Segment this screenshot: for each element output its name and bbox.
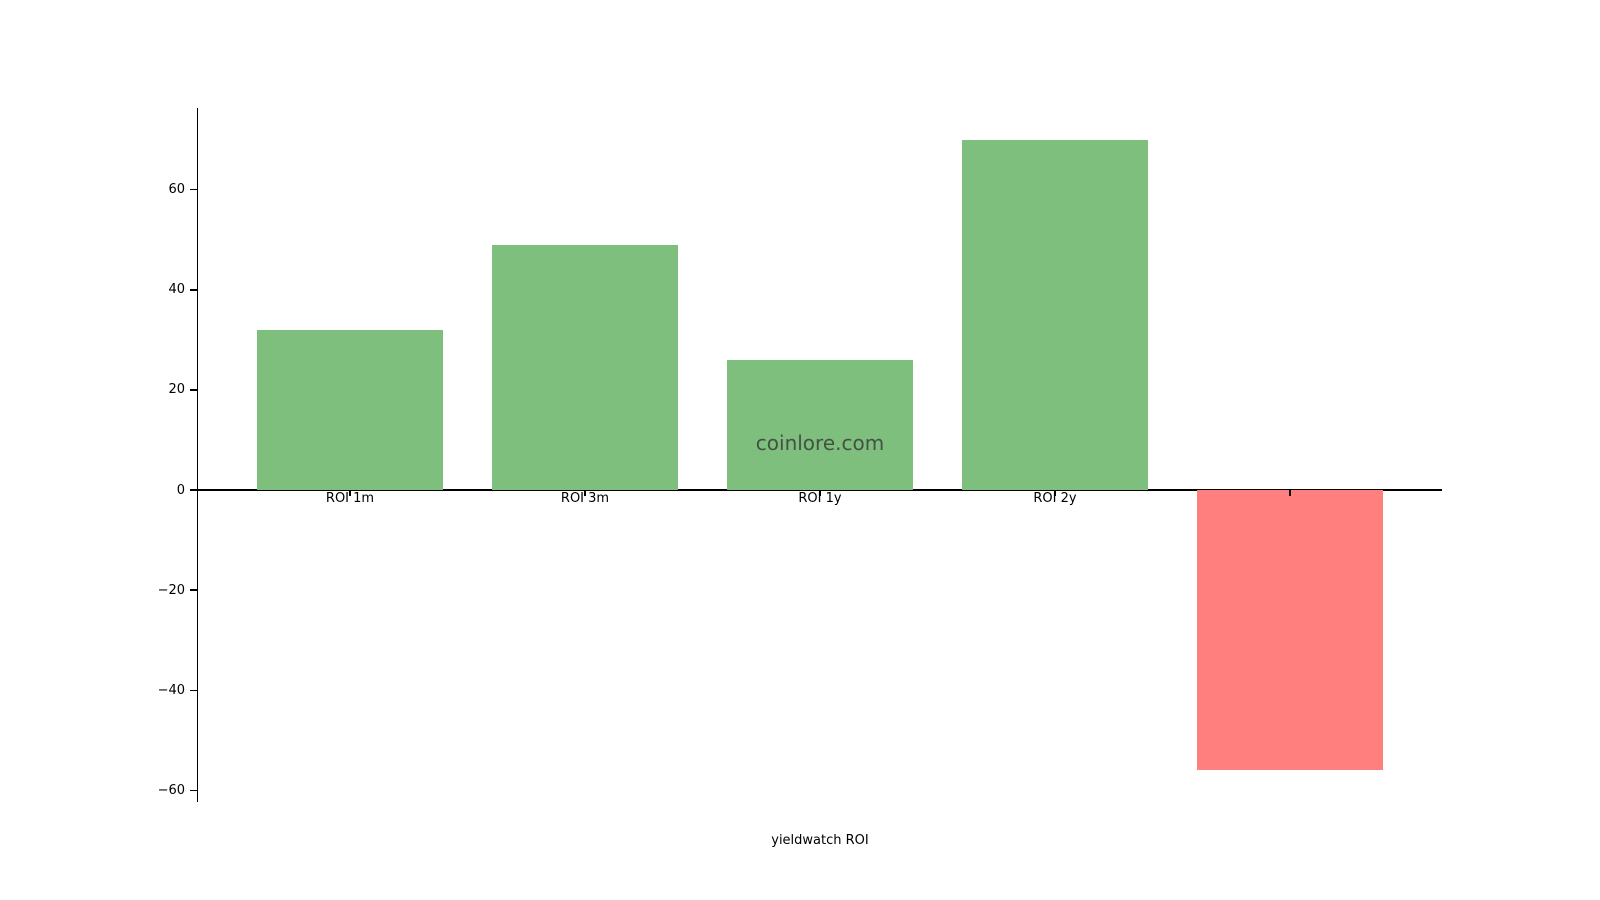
x-tick-label: ROI 2y: [1033, 491, 1077, 507]
y-tick-label: 0: [176, 482, 185, 498]
y-tick-mark: [189, 589, 197, 591]
bar-roi-3m: [492, 244, 678, 491]
y-tick-mark: [189, 389, 197, 391]
y-axis-spine: [196, 108, 198, 802]
y-tick-label: −60: [157, 782, 185, 798]
x-tick-mark: [1289, 490, 1291, 497]
bar-roi-1y: [727, 359, 913, 491]
y-tick-label: 60: [168, 182, 185, 198]
x-tick-mark: [349, 490, 351, 497]
x-tick-label: ROI 1m: [325, 491, 375, 507]
bar-roi-2y: [962, 139, 1148, 491]
x-tick-label: ROI 3m: [560, 491, 610, 507]
y-tick-label: −40: [157, 682, 185, 698]
x-tick-mark: [819, 490, 821, 497]
x-tick-mark: [1054, 490, 1056, 497]
y-tick-label: 40: [168, 282, 185, 298]
y-tick-mark: [189, 789, 197, 792]
x-tick-mark: [584, 490, 586, 497]
watermark-text: coinlore.com: [755, 431, 885, 455]
y-tick-mark: [189, 689, 197, 692]
y-tick-mark: [189, 188, 197, 191]
bar-4: [1197, 490, 1383, 771]
y-tick-label: −20: [157, 582, 185, 598]
x-axis-title: yieldwatch ROI: [771, 833, 869, 848]
y-tick-mark: [189, 289, 197, 291]
x-tick-label: ROI 1y: [798, 491, 842, 507]
y-tick-mark: [189, 489, 197, 491]
y-tick-label: 20: [168, 382, 185, 398]
bar-roi-1m: [257, 329, 443, 491]
